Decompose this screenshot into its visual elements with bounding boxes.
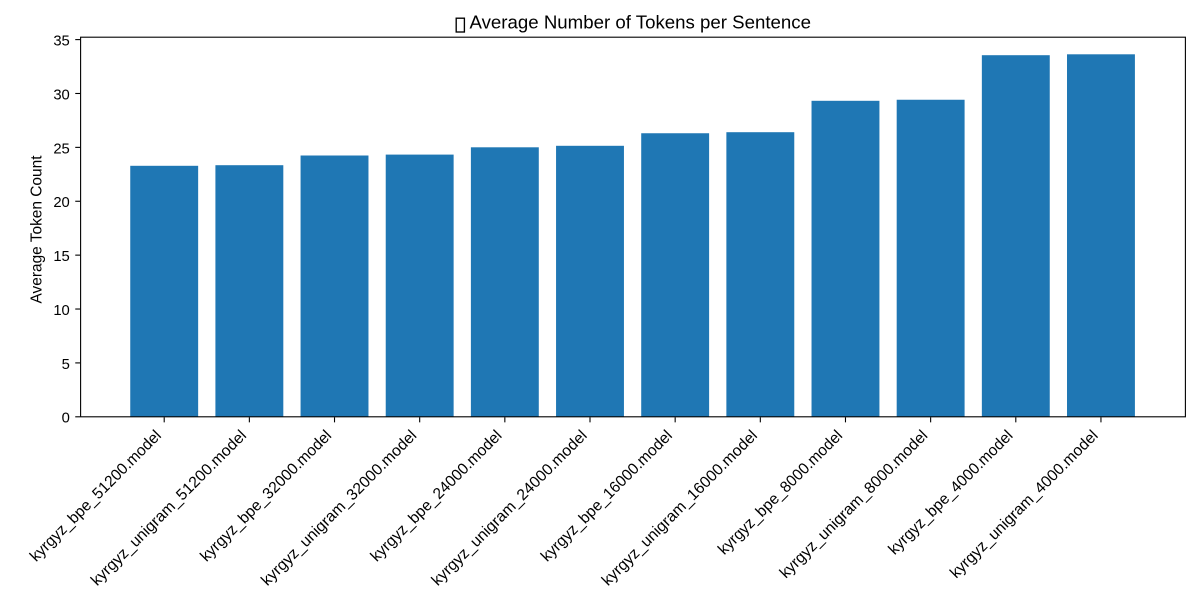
- svg-text:25: 25: [53, 141, 69, 157]
- svg-text:10: 10: [53, 303, 69, 319]
- svg-text:15: 15: [53, 249, 69, 265]
- svg-text:Average Number of Tokens per S: Average Number of Tokens per Sentence: [470, 12, 812, 33]
- svg-text:35: 35: [53, 34, 69, 50]
- svg-text:20: 20: [53, 195, 69, 211]
- svg-text:Average Token Count: Average Token Count: [29, 155, 46, 304]
- svg-text:30: 30: [53, 87, 69, 103]
- svg-text:0: 0: [62, 411, 70, 427]
- svg-text:5: 5: [62, 357, 70, 373]
